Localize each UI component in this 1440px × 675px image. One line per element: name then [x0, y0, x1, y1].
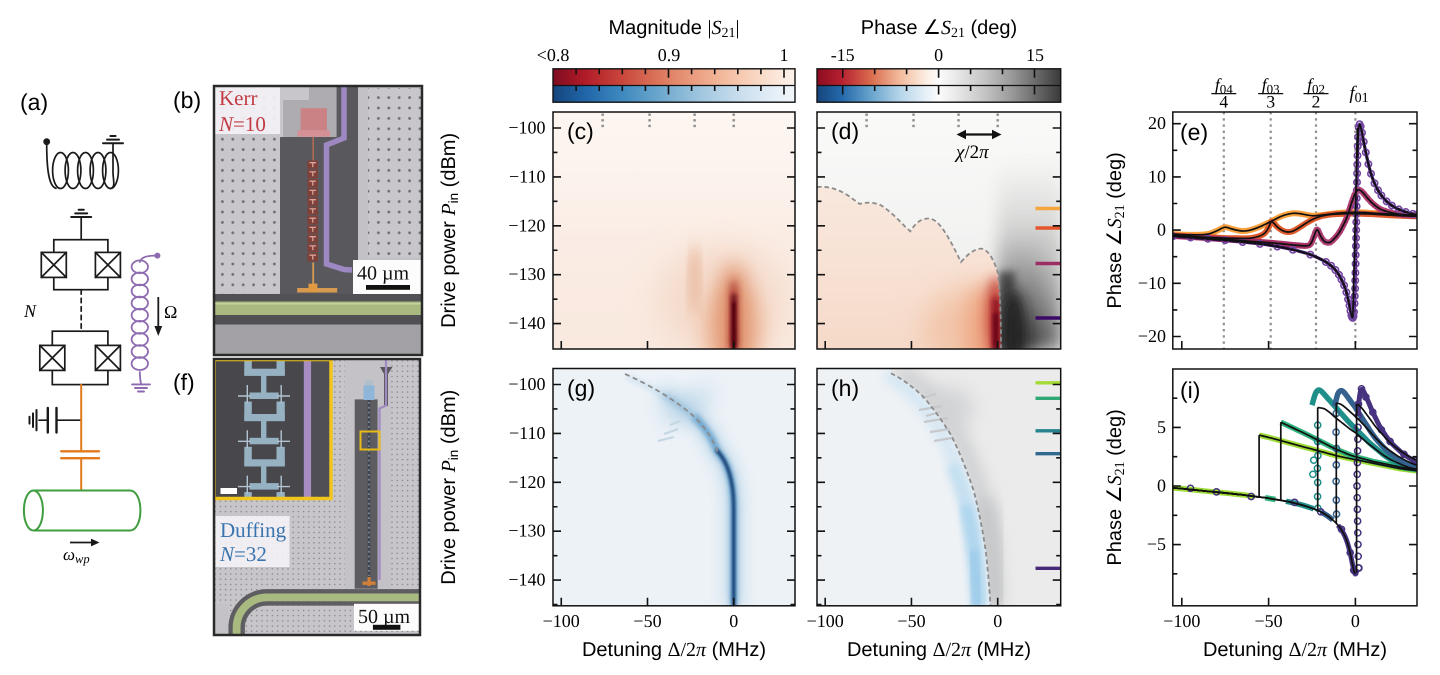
svg-text:Phase ∠S21 (deg): Phase ∠S21 (deg) — [861, 17, 1017, 41]
svg-text:0: 0 — [934, 45, 943, 65]
svg-text:−100: −100 — [1163, 611, 1200, 631]
svg-text:(d): (d) — [831, 118, 859, 144]
svg-text:Ω: Ω — [164, 302, 177, 322]
svg-text:Magnitude |S21|: Magnitude |S21| — [609, 17, 740, 41]
svg-text:−100: −100 — [508, 118, 545, 138]
svg-text:Drive power Pin (dBm): Drive power Pin (dBm) — [438, 390, 461, 585]
svg-text:20: 20 — [1148, 113, 1166, 133]
svg-text:−140: −140 — [508, 313, 545, 333]
svg-text:Detuning Δ/2π (MHz): Detuning Δ/2π (MHz) — [847, 639, 1031, 661]
svg-text:(e): (e) — [1180, 119, 1208, 145]
svg-text:−130: −130 — [508, 521, 545, 541]
svg-text:(h): (h) — [831, 375, 859, 401]
svg-text:−20: −20 — [1138, 326, 1166, 346]
svg-text:−100: −100 — [508, 374, 545, 394]
svg-text:Duffing: Duffing — [220, 518, 287, 542]
svg-text:−50: −50 — [897, 611, 925, 631]
svg-text:−110: −110 — [509, 166, 545, 186]
svg-text:Phase ∠S21 (deg): Phase ∠S21 (deg) — [1104, 152, 1128, 308]
svg-text:N: N — [23, 301, 37, 321]
svg-text:Phase ∠S21 (deg): Phase ∠S21 (deg) — [1104, 409, 1128, 565]
svg-text:0: 0 — [993, 611, 1002, 631]
svg-text:−110: −110 — [509, 423, 545, 443]
svg-text:f03: f03 — [1262, 75, 1280, 97]
svg-text:N=32: N=32 — [219, 542, 267, 566]
svg-text:0: 0 — [1157, 476, 1166, 496]
svg-text:−120: −120 — [508, 472, 545, 492]
svg-text:−100: −100 — [807, 611, 844, 631]
svg-text:−50: −50 — [633, 611, 661, 631]
svg-text:Drive power Pin (dBm): Drive power Pin (dBm) — [438, 133, 461, 328]
svg-text:−120: −120 — [508, 215, 545, 235]
svg-text:4: 4 — [1219, 92, 1228, 112]
svg-text:2: 2 — [1312, 92, 1321, 112]
svg-text:10: 10 — [1148, 166, 1166, 186]
svg-text:5: 5 — [1157, 417, 1166, 437]
svg-text:(b): (b) — [173, 87, 201, 113]
svg-text:f02: f02 — [1307, 75, 1325, 97]
svg-text:(a): (a) — [20, 89, 48, 115]
svg-text:−5: −5 — [1147, 534, 1166, 554]
svg-text:0: 0 — [1351, 611, 1360, 631]
svg-text:(f): (f) — [173, 369, 195, 395]
svg-text:−10: −10 — [1138, 273, 1166, 293]
svg-text:(g): (g) — [567, 375, 595, 401]
svg-text:0.9: 0.9 — [658, 45, 681, 65]
svg-text:−100: −100 — [543, 611, 580, 631]
svg-text:−130: −130 — [508, 264, 545, 284]
svg-text:Detuning Δ/2π (MHz): Detuning Δ/2π (MHz) — [1203, 639, 1387, 661]
svg-text:f04: f04 — [1215, 75, 1233, 97]
svg-text:<0.8: <0.8 — [537, 45, 570, 65]
svg-text:Detuning Δ/2π (MHz): Detuning Δ/2π (MHz) — [582, 639, 766, 661]
svg-text:-15: -15 — [831, 45, 855, 65]
svg-text:−50: −50 — [1255, 611, 1283, 631]
svg-text:χ/2π: χ/2π — [954, 142, 989, 163]
svg-text:50 µm: 50 µm — [358, 606, 411, 628]
svg-text:(c): (c) — [567, 118, 594, 144]
svg-text:0: 0 — [1157, 220, 1166, 240]
svg-text:1: 1 — [780, 45, 789, 65]
svg-text:f01: f01 — [1349, 83, 1368, 106]
svg-text:0: 0 — [729, 611, 738, 631]
svg-text:3: 3 — [1266, 92, 1275, 112]
svg-text:Kerr: Kerr — [219, 86, 257, 110]
svg-text:(i): (i) — [1180, 377, 1200, 403]
svg-text:N=10: N=10 — [218, 112, 266, 136]
svg-text:−140: −140 — [508, 570, 545, 590]
svg-text:15: 15 — [1026, 45, 1044, 65]
svg-text:40 µm: 40 µm — [357, 263, 410, 285]
